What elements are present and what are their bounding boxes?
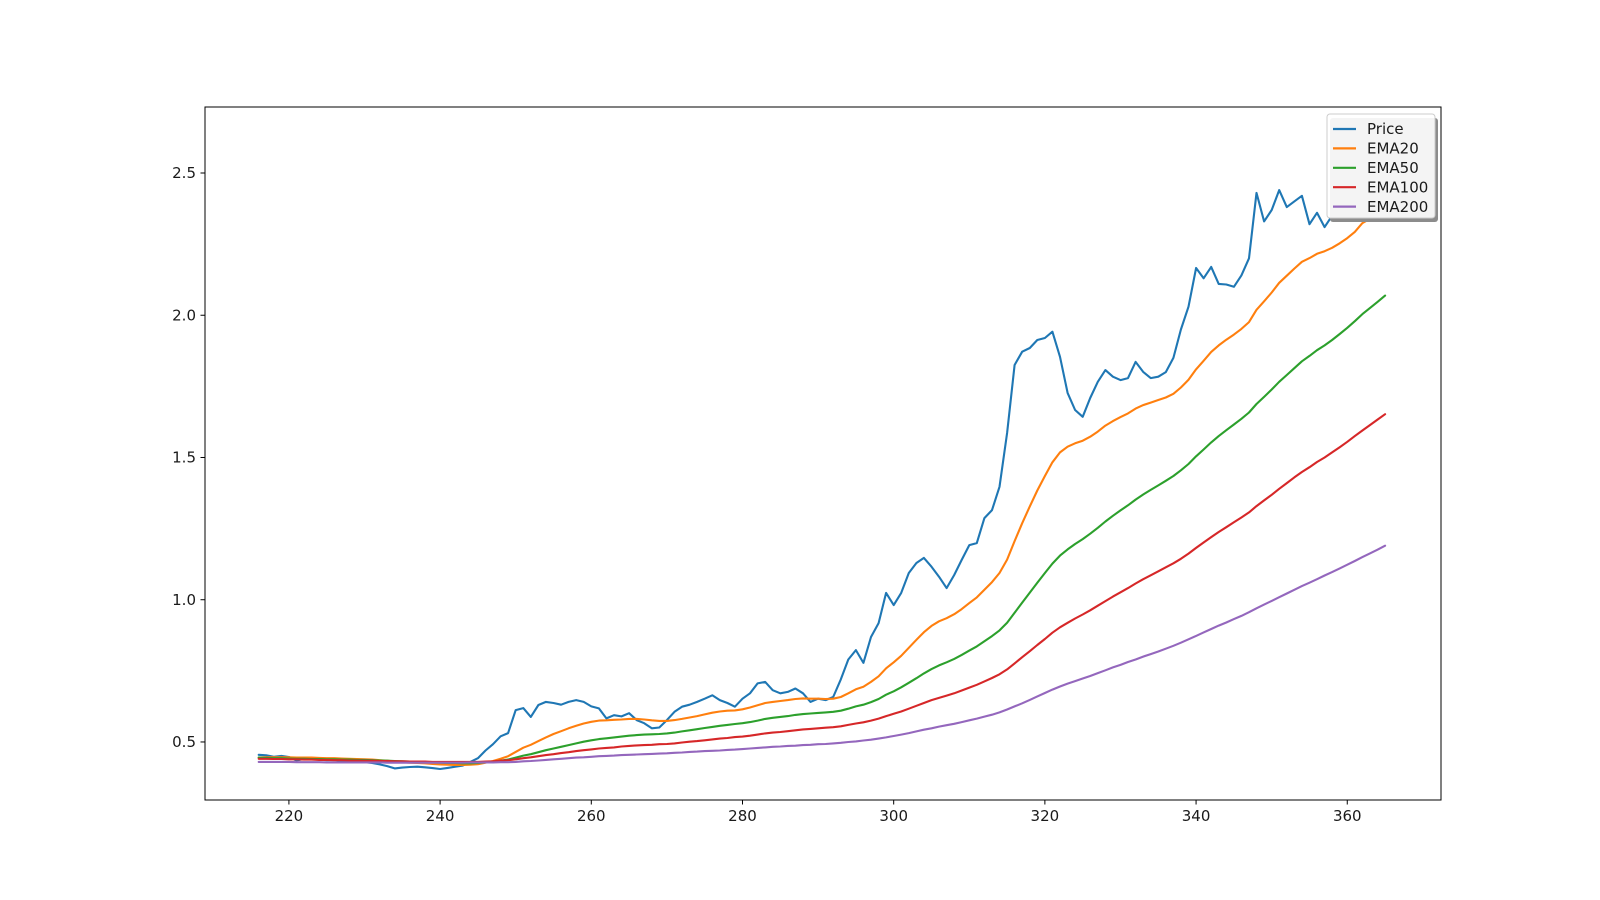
- legend-frame: [1326, 113, 1436, 219]
- x-tick-label: 260: [577, 807, 606, 825]
- y-tick-label: 1.5: [172, 449, 196, 467]
- y-tick-label: 1.0: [172, 591, 196, 609]
- plot-area-border: [204, 106, 1442, 801]
- price-line: [257, 137, 1387, 771]
- y-tick-label: 0.5: [172, 733, 196, 751]
- x-tick-label: 320: [1031, 807, 1060, 825]
- legend-label: EMA50: [1367, 159, 1419, 177]
- x-tick-label: 300: [879, 807, 908, 825]
- ema200-line: [257, 544, 1387, 764]
- x-tick-label: 340: [1182, 807, 1211, 825]
- x-tick-label: 360: [1333, 807, 1362, 825]
- y-tick-label: 2.0: [172, 306, 196, 324]
- legend-item: EMA50: [1333, 159, 1419, 177]
- ema50-line: [257, 294, 1387, 765]
- legend-item: EMA100: [1333, 178, 1428, 196]
- legend-label: Price: [1367, 120, 1404, 138]
- ema20-line: [257, 207, 1387, 767]
- ema100-line: [257, 413, 1387, 763]
- legend-label: EMA100: [1367, 178, 1428, 196]
- x-tick-label: 280: [728, 807, 757, 825]
- legend-item: EMA20: [1333, 140, 1419, 158]
- legend-label: EMA20: [1367, 140, 1419, 158]
- legend-item: Price: [1333, 120, 1404, 138]
- y-tick-label: 2.5: [172, 164, 196, 182]
- legend-item: EMA200: [1333, 198, 1428, 216]
- legend-label: EMA200: [1367, 198, 1428, 216]
- x-tick-label: 220: [275, 807, 304, 825]
- x-tick-label: 240: [426, 807, 455, 825]
